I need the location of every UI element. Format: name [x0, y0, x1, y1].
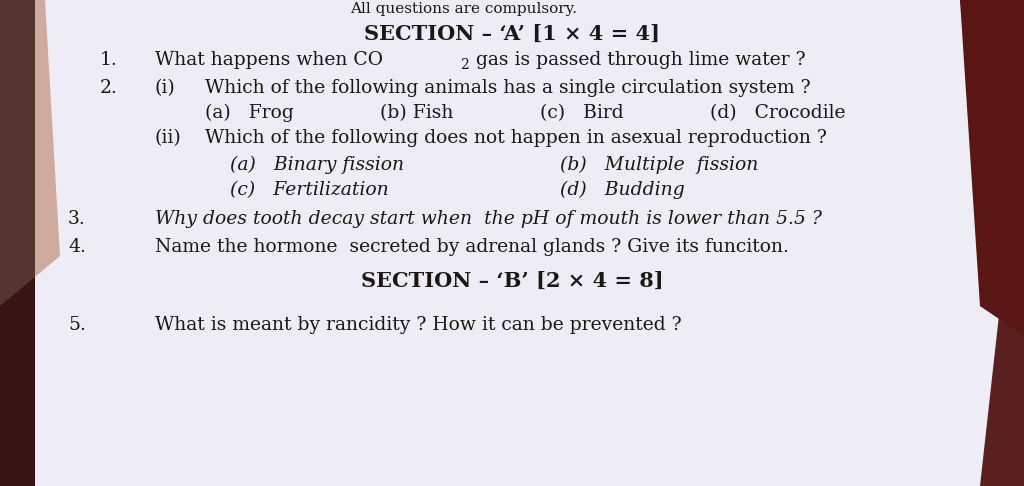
Text: SECTION – ‘A’ [1 × 4 = 4]: SECTION – ‘A’ [1 × 4 = 4]: [364, 24, 660, 44]
Text: (i): (i): [155, 79, 176, 97]
Text: 4.: 4.: [68, 238, 86, 256]
Text: (b)   Multiple  fission: (b) Multiple fission: [560, 156, 759, 174]
Text: (d)   Crocodile: (d) Crocodile: [710, 104, 846, 122]
Text: What is meant by rancidity ? How it can be prevented ?: What is meant by rancidity ? How it can …: [155, 316, 682, 334]
Text: 1.: 1.: [100, 51, 118, 69]
Polygon shape: [0, 0, 35, 486]
Text: Which of the following does not happen in asexual reproduction ?: Which of the following does not happen i…: [205, 129, 826, 147]
Polygon shape: [0, 0, 60, 306]
Text: What happens when CO: What happens when CO: [155, 51, 383, 69]
Text: (c)   Fertilization: (c) Fertilization: [230, 181, 389, 199]
Text: Name the hormone  secreted by adrenal glands ? Give its funciton.: Name the hormone secreted by adrenal gla…: [155, 238, 788, 256]
Polygon shape: [961, 0, 1024, 336]
Text: Why does tooth decay start when  the pH of mouth is lower than 5.5 ?: Why does tooth decay start when the pH o…: [155, 210, 822, 228]
Text: 5.: 5.: [68, 316, 86, 334]
Text: (a)   Frog: (a) Frog: [205, 104, 294, 122]
Text: Which of the following animals has a single circulation system ?: Which of the following animals has a sin…: [205, 79, 811, 97]
Polygon shape: [35, 0, 1000, 486]
Text: (a)   Binary fission: (a) Binary fission: [230, 156, 404, 174]
Text: (b) Fish: (b) Fish: [380, 104, 454, 122]
Text: SECTION – ‘B’ [2 × 4 = 8]: SECTION – ‘B’ [2 × 4 = 8]: [360, 271, 664, 291]
Text: (c)   Bird: (c) Bird: [540, 104, 624, 122]
Text: (d)   Budding: (d) Budding: [560, 181, 685, 199]
Text: 3.: 3.: [68, 210, 86, 228]
Text: All questions are compulsory.: All questions are compulsory.: [350, 2, 577, 16]
Text: gas is passed through lime water ?: gas is passed through lime water ?: [470, 51, 806, 69]
Text: 2: 2: [460, 58, 469, 72]
Text: (ii): (ii): [155, 129, 181, 147]
Text: 2.: 2.: [100, 79, 118, 97]
